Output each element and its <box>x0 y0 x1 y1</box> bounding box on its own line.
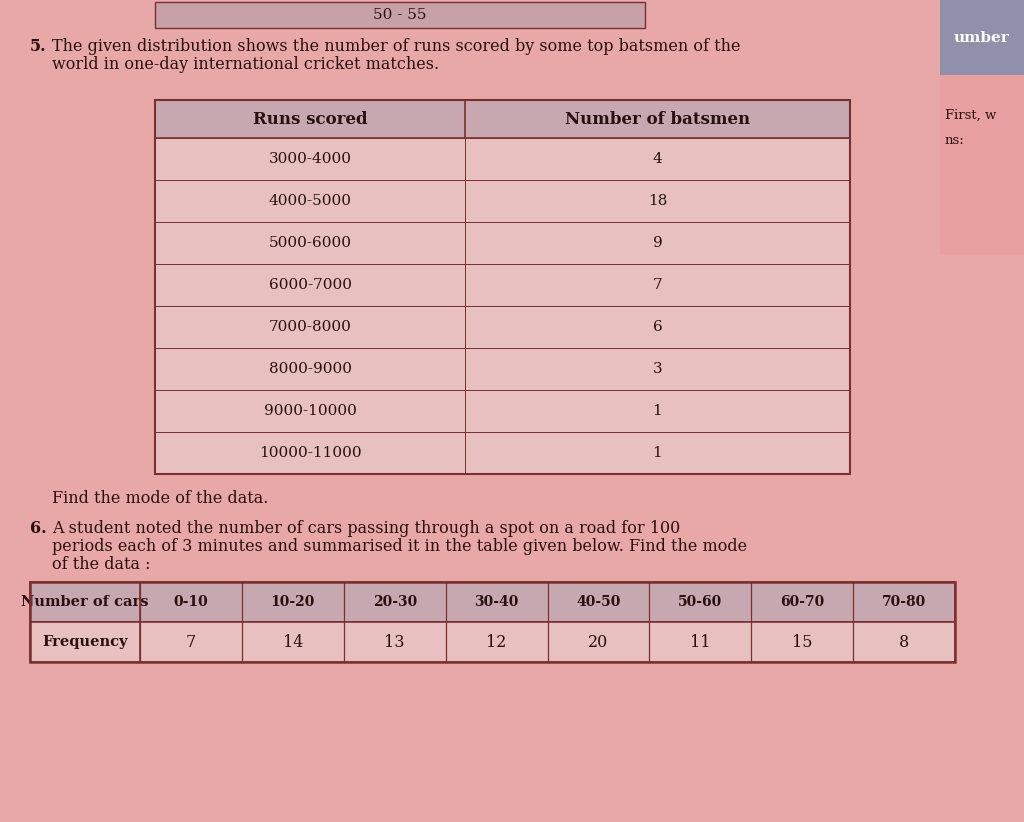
Text: umber: umber <box>954 31 1010 45</box>
Text: 10-20: 10-20 <box>270 595 315 609</box>
Text: 20: 20 <box>589 634 608 650</box>
Text: 40-50: 40-50 <box>577 595 621 609</box>
Bar <box>465 306 850 348</box>
Text: 7: 7 <box>185 634 196 650</box>
Text: 7: 7 <box>652 278 663 292</box>
Text: First, w: First, w <box>945 109 996 122</box>
Bar <box>155 306 465 348</box>
Text: 50 - 55: 50 - 55 <box>374 8 427 22</box>
Text: 6.: 6. <box>30 520 47 537</box>
Text: 14: 14 <box>283 634 303 650</box>
Bar <box>465 348 850 390</box>
Text: 30-40: 30-40 <box>474 595 519 609</box>
Text: 50-60: 50-60 <box>678 595 723 609</box>
Text: 5.: 5. <box>30 38 47 55</box>
Bar <box>155 222 465 264</box>
Text: 15: 15 <box>792 634 812 650</box>
Text: ns:: ns: <box>945 133 965 146</box>
Text: 9000-10000: 9000-10000 <box>263 404 356 418</box>
Text: 20-30: 20-30 <box>373 595 417 609</box>
Text: 7000-8000: 7000-8000 <box>268 320 351 334</box>
Text: 60-70: 60-70 <box>780 595 824 609</box>
Bar <box>465 138 850 180</box>
Text: 9: 9 <box>652 236 663 250</box>
Text: 13: 13 <box>384 634 404 650</box>
Text: 10000-11000: 10000-11000 <box>259 446 361 460</box>
Text: 6000-7000: 6000-7000 <box>268 278 351 292</box>
Text: world in one-day international cricket matches.: world in one-day international cricket m… <box>52 56 439 73</box>
Bar <box>465 390 850 432</box>
Text: 4: 4 <box>652 152 663 166</box>
Text: 8000-9000: 8000-9000 <box>268 362 351 376</box>
Bar <box>155 2 645 28</box>
Text: periods each of 3 minutes and summarised it in the table given below. Find the m: periods each of 3 minutes and summarised… <box>52 538 748 555</box>
Text: 4000-5000: 4000-5000 <box>268 194 351 208</box>
Text: Runs scored: Runs scored <box>253 110 368 127</box>
Text: Find the mode of the data.: Find the mode of the data. <box>52 490 268 507</box>
Text: 5000-6000: 5000-6000 <box>268 236 351 250</box>
Text: 1: 1 <box>652 446 663 460</box>
Bar <box>155 390 465 432</box>
Bar <box>155 138 465 180</box>
Bar <box>155 264 465 306</box>
Text: The given distribution shows the number of runs scored by some top batsmen of th: The given distribution shows the number … <box>52 38 740 55</box>
Text: of the data :: of the data : <box>52 556 151 573</box>
Text: 0-10: 0-10 <box>173 595 208 609</box>
Text: 3: 3 <box>652 362 663 376</box>
Text: 3000-4000: 3000-4000 <box>268 152 351 166</box>
Text: 6: 6 <box>652 320 663 334</box>
Text: 70-80: 70-80 <box>882 595 926 609</box>
Bar <box>940 0 1024 75</box>
Bar <box>465 432 850 474</box>
Bar <box>155 180 465 222</box>
Text: 12: 12 <box>486 634 507 650</box>
Bar <box>30 582 955 622</box>
Bar <box>155 348 465 390</box>
Bar <box>465 180 850 222</box>
Text: Number of cars: Number of cars <box>22 595 148 609</box>
Bar <box>30 582 955 662</box>
Text: 1: 1 <box>652 404 663 418</box>
Text: A student noted the number of cars passing through a spot on a road for 100: A student noted the number of cars passi… <box>52 520 680 537</box>
Text: Frequency: Frequency <box>42 635 128 649</box>
Bar <box>30 622 955 662</box>
Text: 8: 8 <box>899 634 909 650</box>
Bar <box>155 100 850 138</box>
Bar <box>155 100 850 474</box>
Text: 11: 11 <box>690 634 711 650</box>
Text: Number of batsmen: Number of batsmen <box>565 110 750 127</box>
Text: 18: 18 <box>648 194 668 208</box>
Bar <box>940 75 1024 255</box>
Bar <box>465 222 850 264</box>
Bar <box>155 432 465 474</box>
Bar <box>465 264 850 306</box>
